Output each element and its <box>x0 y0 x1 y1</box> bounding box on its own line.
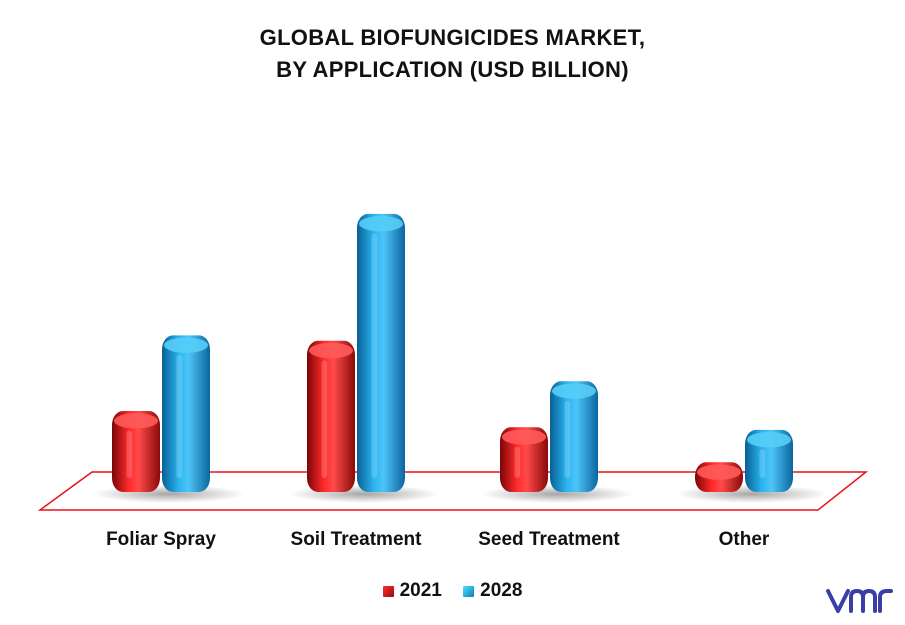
x-tick-label: Other <box>719 529 770 550</box>
bars-group <box>112 213 793 492</box>
chart-title: GLOBAL BIOFUNGICIDES MARKET, BY APPLICAT… <box>0 22 905 86</box>
chart-floor <box>37 471 869 511</box>
bar-2028-other <box>745 429 793 492</box>
category-labels: Foliar Spray Soil Treatment Seed Treatment… <box>106 529 770 550</box>
legend-swatch-2021 <box>382 585 394 597</box>
x-tick-label: Foliar Spray <box>106 529 216 550</box>
vmr-logo-icon <box>826 589 893 613</box>
legend-item-2028: 2028 <box>463 580 522 602</box>
chart-title-line-1: GLOBAL BIOFUNGICIDES MARKET, <box>259 25 646 50</box>
legend-label-2028: 2028 <box>480 580 523 601</box>
bar-2021-other <box>695 462 743 492</box>
x-tick-label: Seed Treatment <box>478 529 620 550</box>
legend: 2021 2028 <box>0 580 905 603</box>
bar-2021-soil-treatment <box>307 340 355 492</box>
legend-item-2021: 2021 <box>382 580 442 602</box>
bar-2021-foliar-spray <box>112 411 160 492</box>
bar-2021-seed-treatment <box>500 427 548 492</box>
bar-2028-soil-treatment <box>357 213 405 492</box>
chart-title-line-2: BY APPLICATION (USD BILLION) <box>276 57 629 82</box>
x-tick-label: Soil Treatment <box>291 529 423 550</box>
legend-label-2021: 2021 <box>399 580 442 601</box>
bar-2028-seed-treatment <box>550 381 598 492</box>
legend-swatch-2028 <box>463 585 475 597</box>
bar-2028-foliar-spray <box>162 335 210 492</box>
